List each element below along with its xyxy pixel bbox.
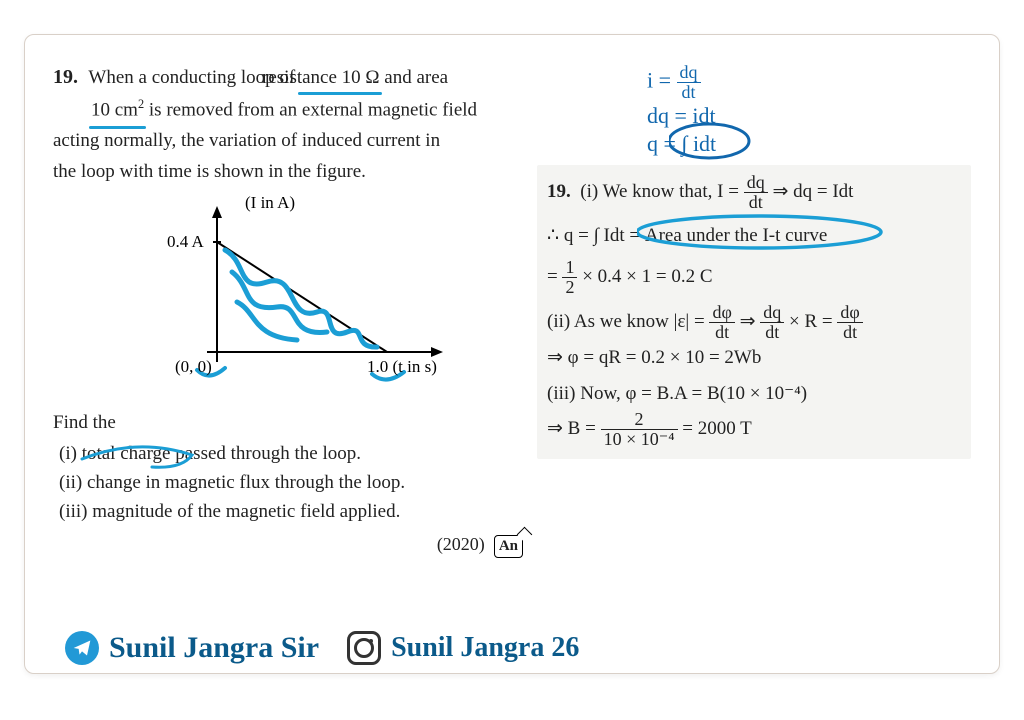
sol-line-area: ∴ q = ∫ Idt = Area under the I-t curve: [547, 220, 961, 252]
solution-column: i = dqdt dq = idt q = ∫ idt 19. (i) We k…: [537, 63, 971, 558]
question-options: (i) total charge passed through the loop…: [59, 441, 523, 526]
option-iii: (iii) magnitude of the magnetic field ap…: [59, 499, 523, 526]
circled-integral: ∫ idt: [681, 130, 716, 159]
circled-total-charge: total charge: [82, 443, 171, 464]
sol-line-ii-res: ⇒ φ = qR = 0.2 × 10 = 2Wb: [547, 342, 961, 374]
option-i: (i) total charge passed through the loop…: [59, 441, 523, 468]
printed-solution: 19. (i) We know that, I = dqdt ⇒ dq = Id…: [537, 165, 971, 459]
question-line-1: 19. When a conducting loop of resistance…: [91, 63, 523, 92]
q-text-1b: and area: [380, 67, 449, 88]
hand-row-2: dq = idt: [647, 102, 971, 131]
hand-row-3: q = ∫ idt: [647, 130, 971, 159]
question-column: 19. When a conducting loop of resistance…: [53, 63, 523, 558]
find-label: Find the: [53, 410, 523, 437]
sol-line-calc1: = 12 × 0.4 × 1 = 0.2 C: [547, 258, 961, 297]
question-number: 19.: [53, 66, 78, 88]
q-underlined-area: 10 cm2: [91, 96, 144, 124]
author-signature-row: Sunil Jangra Sir Sunil Jangra 26: [65, 631, 579, 665]
sol-line-i: 19. (i) We know that, I = dqdt ⇒ dq = Id…: [547, 173, 961, 212]
graph-svg: (I in A) 0.4 A (0, 0) 1.0 (t in s): [137, 192, 477, 402]
year-label: (2020): [437, 534, 485, 554]
hand-row-1: i = dqdt: [647, 63, 971, 102]
option-ii: (ii) change in magnetic flux through the…: [59, 470, 523, 497]
graph-origin: (0, 0): [175, 357, 212, 376]
sol-line-ii: (ii) As we know |ε| = dφdt ⇒ dqdt × R = …: [547, 303, 961, 342]
question-line-3: acting normally, the variation of induce…: [53, 128, 523, 155]
graph-y-tick: 0.4 A: [167, 232, 205, 251]
telegram-icon: [65, 631, 99, 665]
instagram-icon: [347, 631, 381, 665]
worksheet: 19. When a conducting loop of resistance…: [24, 34, 1000, 674]
q-text-2: is removed from an external magnetic fie…: [144, 99, 477, 120]
current-time-graph: (I in A) 0.4 A (0, 0) 1.0 (t in s): [137, 192, 477, 402]
q-underlined-resistance: resistance 10 Ω: [300, 65, 380, 92]
author-name-2: Sunil Jangra 26: [391, 632, 579, 664]
sol-line-iii-res: ⇒ B = 210 × 10⁻⁴ = 2000 T: [547, 410, 961, 449]
handwritten-notes: i = dqdt dq = idt q = ∫ idt: [647, 63, 971, 159]
graph-x-tick: 1.0 (t in s): [367, 357, 437, 376]
question-line-4: the loop with time is shown in the figur…: [53, 159, 523, 186]
question-line-2: 10 cm2 is removed from an external magne…: [91, 96, 523, 124]
telegram-handle: Sunil Jangra Sir: [65, 631, 319, 665]
instagram-handle: Sunil Jangra 26: [347, 631, 579, 665]
sol-line-iii: (iii) Now, φ = B.A = B(10 × 10⁻⁴): [547, 378, 961, 410]
an-box: An: [494, 535, 523, 558]
year-tag-row: (2020) An: [53, 532, 523, 558]
author-name-1: Sunil Jangra Sir: [109, 631, 319, 665]
two-column-layout: 19. When a conducting loop of resistance…: [53, 63, 971, 558]
graph-y-title: (I in A): [245, 193, 295, 212]
circled-area-under-curve: Area under the I-t curve: [645, 220, 828, 252]
